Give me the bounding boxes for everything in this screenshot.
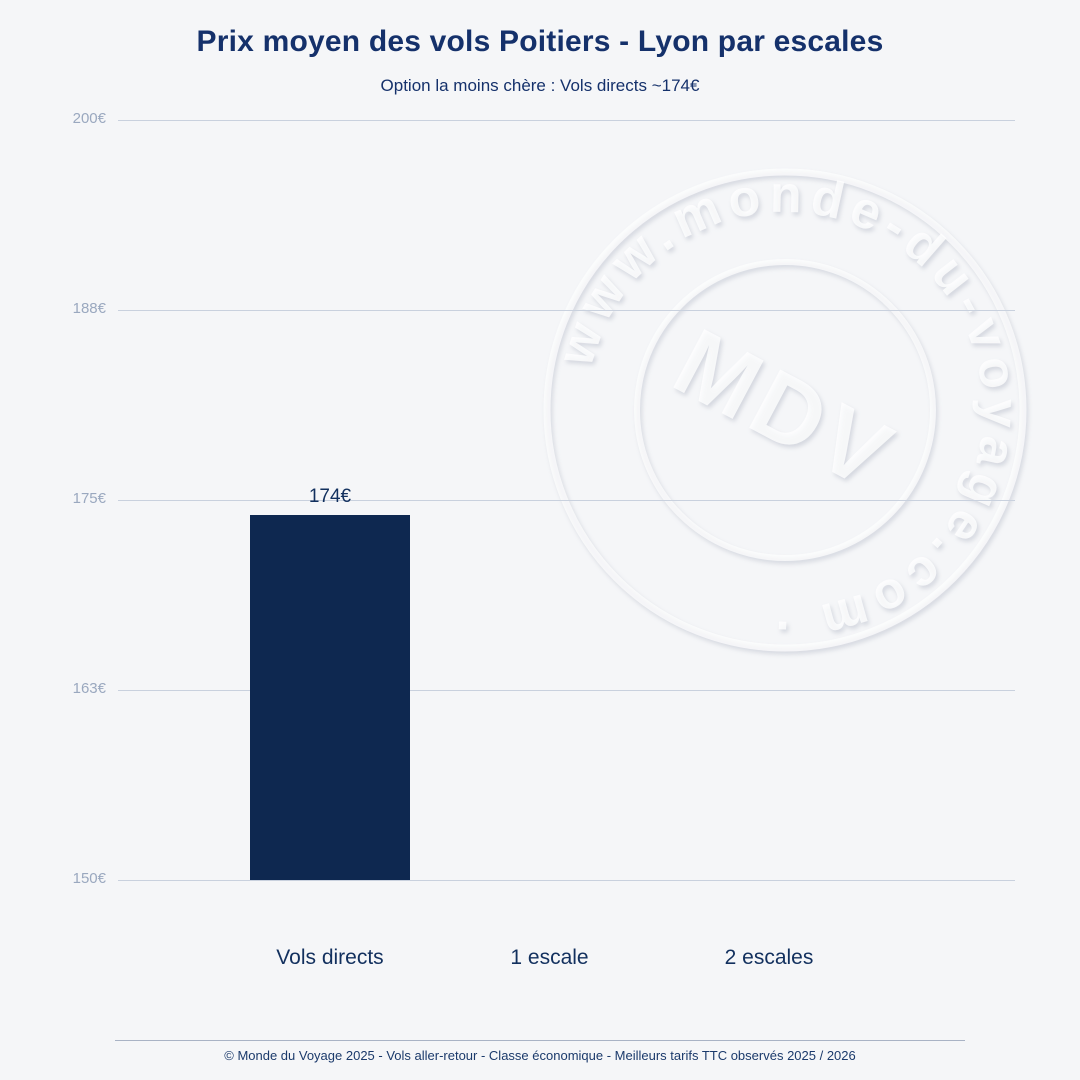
bar-value-label: 174€: [308, 486, 352, 508]
watermark-inner-ring: [634, 259, 936, 561]
y-gridline: [118, 690, 1015, 691]
page-title: Prix moyen des vols Poitiers - Lyon par …: [196, 25, 884, 58]
watermark-ring-text: www.monde-du-voyage.com ·: [515, 140, 1055, 680]
y-tick-label: 188€: [72, 300, 106, 317]
x-category-label: Vols directs: [276, 946, 384, 969]
y-gridline: [118, 880, 1015, 881]
y-tick-label: 175€: [72, 490, 106, 507]
footer-credits: © Monde du Voyage 2025 - Vols aller-reto…: [224, 1048, 856, 1063]
x-category-label: 2 escales: [724, 946, 814, 969]
footer-divider: [115, 1040, 965, 1041]
y-tick-label: 200€: [72, 110, 106, 127]
y-gridline: [118, 120, 1015, 121]
watermark-outer-ring: [543, 168, 1027, 652]
y-gridline: [118, 500, 1015, 501]
watermark-logo: www.monde-du-voyage.com · MDV: [515, 140, 1055, 680]
watermark-center-text: MDV: [658, 308, 912, 511]
y-tick-label: 163€: [72, 680, 106, 697]
chart-subtitle: Option la moins chère : Vols directs ~17…: [380, 76, 700, 95]
bar-vols-directs: [250, 515, 410, 880]
y-gridline: [118, 310, 1015, 311]
y-tick-label: 150€: [72, 870, 106, 887]
x-category-label: 1 escale: [510, 946, 589, 969]
